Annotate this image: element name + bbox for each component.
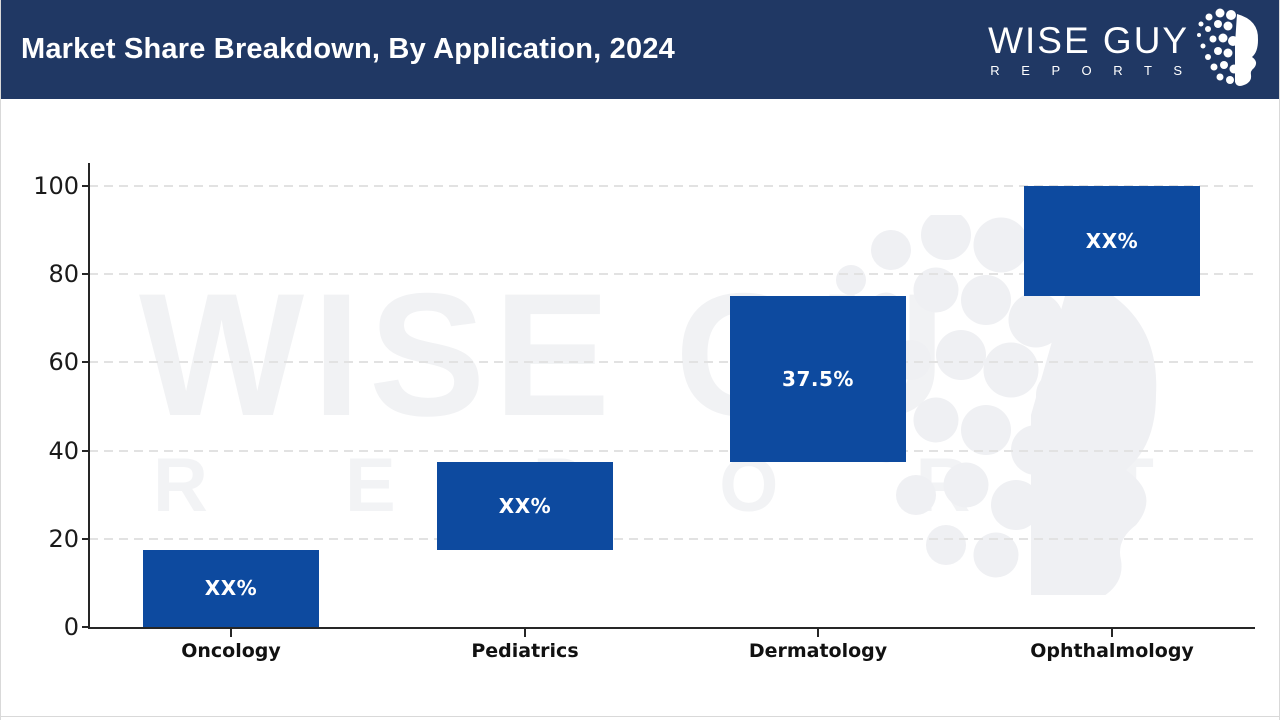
y-gridline	[89, 185, 1254, 187]
x-tick-label: Pediatrics	[471, 640, 579, 662]
bar-ophthalmology: XX%	[1024, 186, 1200, 297]
y-tick-mark	[82, 537, 89, 540]
y-tick-label: 0	[63, 613, 79, 641]
y-tick-label: 40	[48, 436, 79, 465]
wise-guy-reports-logo: WISE GUY R E P O R T S	[986, 8, 1279, 92]
x-tick-mark	[817, 629, 819, 637]
y-tick-label: 80	[48, 260, 79, 289]
y-gridline	[89, 361, 1254, 364]
y-tick-mark	[82, 626, 89, 628]
bar-value-label: XX%	[1085, 229, 1139, 254]
y-tick-mark	[82, 185, 89, 187]
header: Market Share Breakdown, By Application, …	[1, 0, 1279, 99]
y-tick-label: 60	[48, 348, 79, 377]
x-tick-label: Ophthalmology	[1030, 640, 1194, 662]
x-tick-mark	[230, 629, 232, 637]
bar-pediatrics: XX%	[437, 461, 613, 550]
logo-subtext: R E P O R T S	[990, 62, 1191, 78]
bar-value-label: XX%	[204, 576, 258, 601]
logo-dotted-head-icon	[1197, 8, 1259, 86]
bar-value-label: 37.5%	[782, 366, 854, 391]
logo-text: WISE GUY R E P O R T S	[986, 22, 1191, 78]
bar-oncology: XX%	[143, 549, 319, 627]
y-gridline	[89, 273, 1254, 276]
y-axis-spine	[88, 163, 90, 629]
y-tick-label: 20	[48, 524, 79, 553]
x-tick-label: Oncology	[181, 640, 281, 662]
y-gridline	[89, 537, 1254, 540]
y-tick-label: 100	[33, 172, 79, 200]
bar-dermatology: 37.5%	[730, 296, 906, 462]
x-tick-label: Dermatology	[748, 640, 888, 662]
y-gridline	[89, 449, 1254, 452]
logo-wordmark: WISE GUY	[988, 19, 1190, 61]
bar-value-label: XX%	[498, 493, 552, 518]
y-tick-mark	[82, 273, 89, 276]
x-axis-spine	[88, 627, 1255, 629]
x-tick-mark	[1111, 629, 1113, 637]
x-tick-mark	[524, 629, 526, 637]
page-title: Market Share Breakdown, By Application, …	[21, 33, 675, 65]
y-tick-mark	[82, 361, 89, 364]
y-tick-mark	[82, 449, 89, 452]
